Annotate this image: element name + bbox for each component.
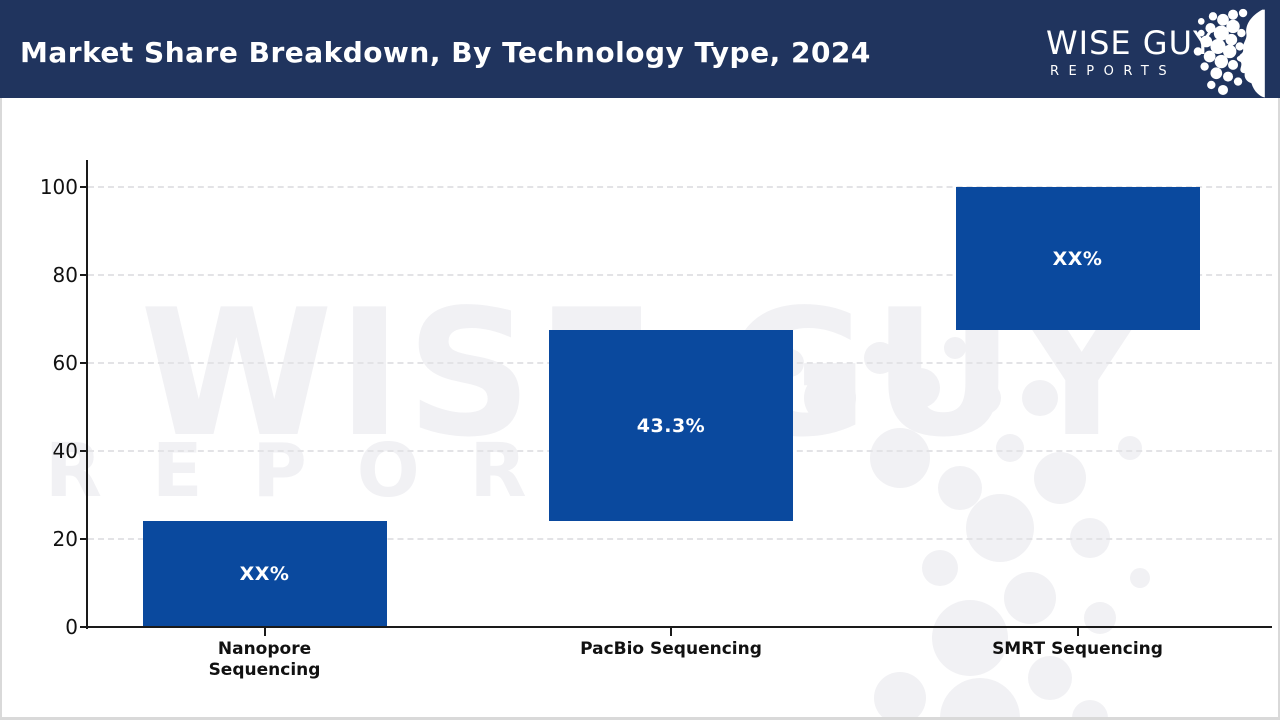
y-tick-mark (80, 274, 88, 276)
bar-segment: XX% (955, 187, 1200, 331)
y-tick-label: 0 (65, 615, 78, 639)
bar-segment: 43.3% (549, 330, 793, 521)
x-tick-label: PacBio Sequencing (580, 639, 762, 659)
bar-value-label: XX% (1052, 247, 1103, 270)
watermark-face-dots-icon (751, 337, 1150, 720)
x-tick-label: Nanopore Sequencing (208, 639, 321, 680)
y-tick-label: 60 (52, 351, 78, 375)
x-tick-mark (670, 628, 672, 636)
x-tick-label: SMRT Sequencing (992, 639, 1163, 659)
x-tick-mark (1076, 628, 1079, 636)
wise-guy-reports-logo: WISE GUY REPORTS (1016, 6, 1266, 98)
logo-wordmark: WISE GUY (1046, 24, 1214, 62)
y-gridline (88, 186, 1272, 188)
logo-subtitle: REPORTS (1050, 64, 1177, 79)
x-axis-line (86, 626, 1272, 628)
y-tick-mark (80, 450, 88, 452)
bar-value-label: 43.3% (636, 414, 706, 437)
y-tick-mark (80, 538, 88, 540)
page-border-bottom (0, 717, 1280, 720)
y-gridline (88, 538, 1272, 540)
y-tick-mark (80, 626, 88, 628)
y-gridline (88, 274, 1272, 276)
y-tick-label: 100 (39, 175, 78, 199)
y-tick-label: 20 (52, 527, 78, 551)
page-title: Market Share Breakdown, By Technology Ty… (20, 36, 871, 69)
bar-value-label: XX% (239, 562, 290, 585)
y-tick-label: 40 (52, 439, 78, 463)
logo-text: WISE GUY REPORTS (1046, 24, 1214, 79)
y-tick-label: 80 (52, 263, 78, 287)
page-border-left (0, 98, 2, 720)
y-tick-mark (80, 362, 88, 364)
x-tick-mark (263, 628, 266, 636)
page-border-right (1278, 98, 1280, 720)
bar-segment: XX% (142, 520, 387, 627)
logo-face-icon (1193, 8, 1265, 98)
y-axis-line (86, 160, 88, 629)
header: Market Share Breakdown, By Technology Ty… (0, 0, 1280, 98)
y-tick-mark (80, 186, 88, 188)
